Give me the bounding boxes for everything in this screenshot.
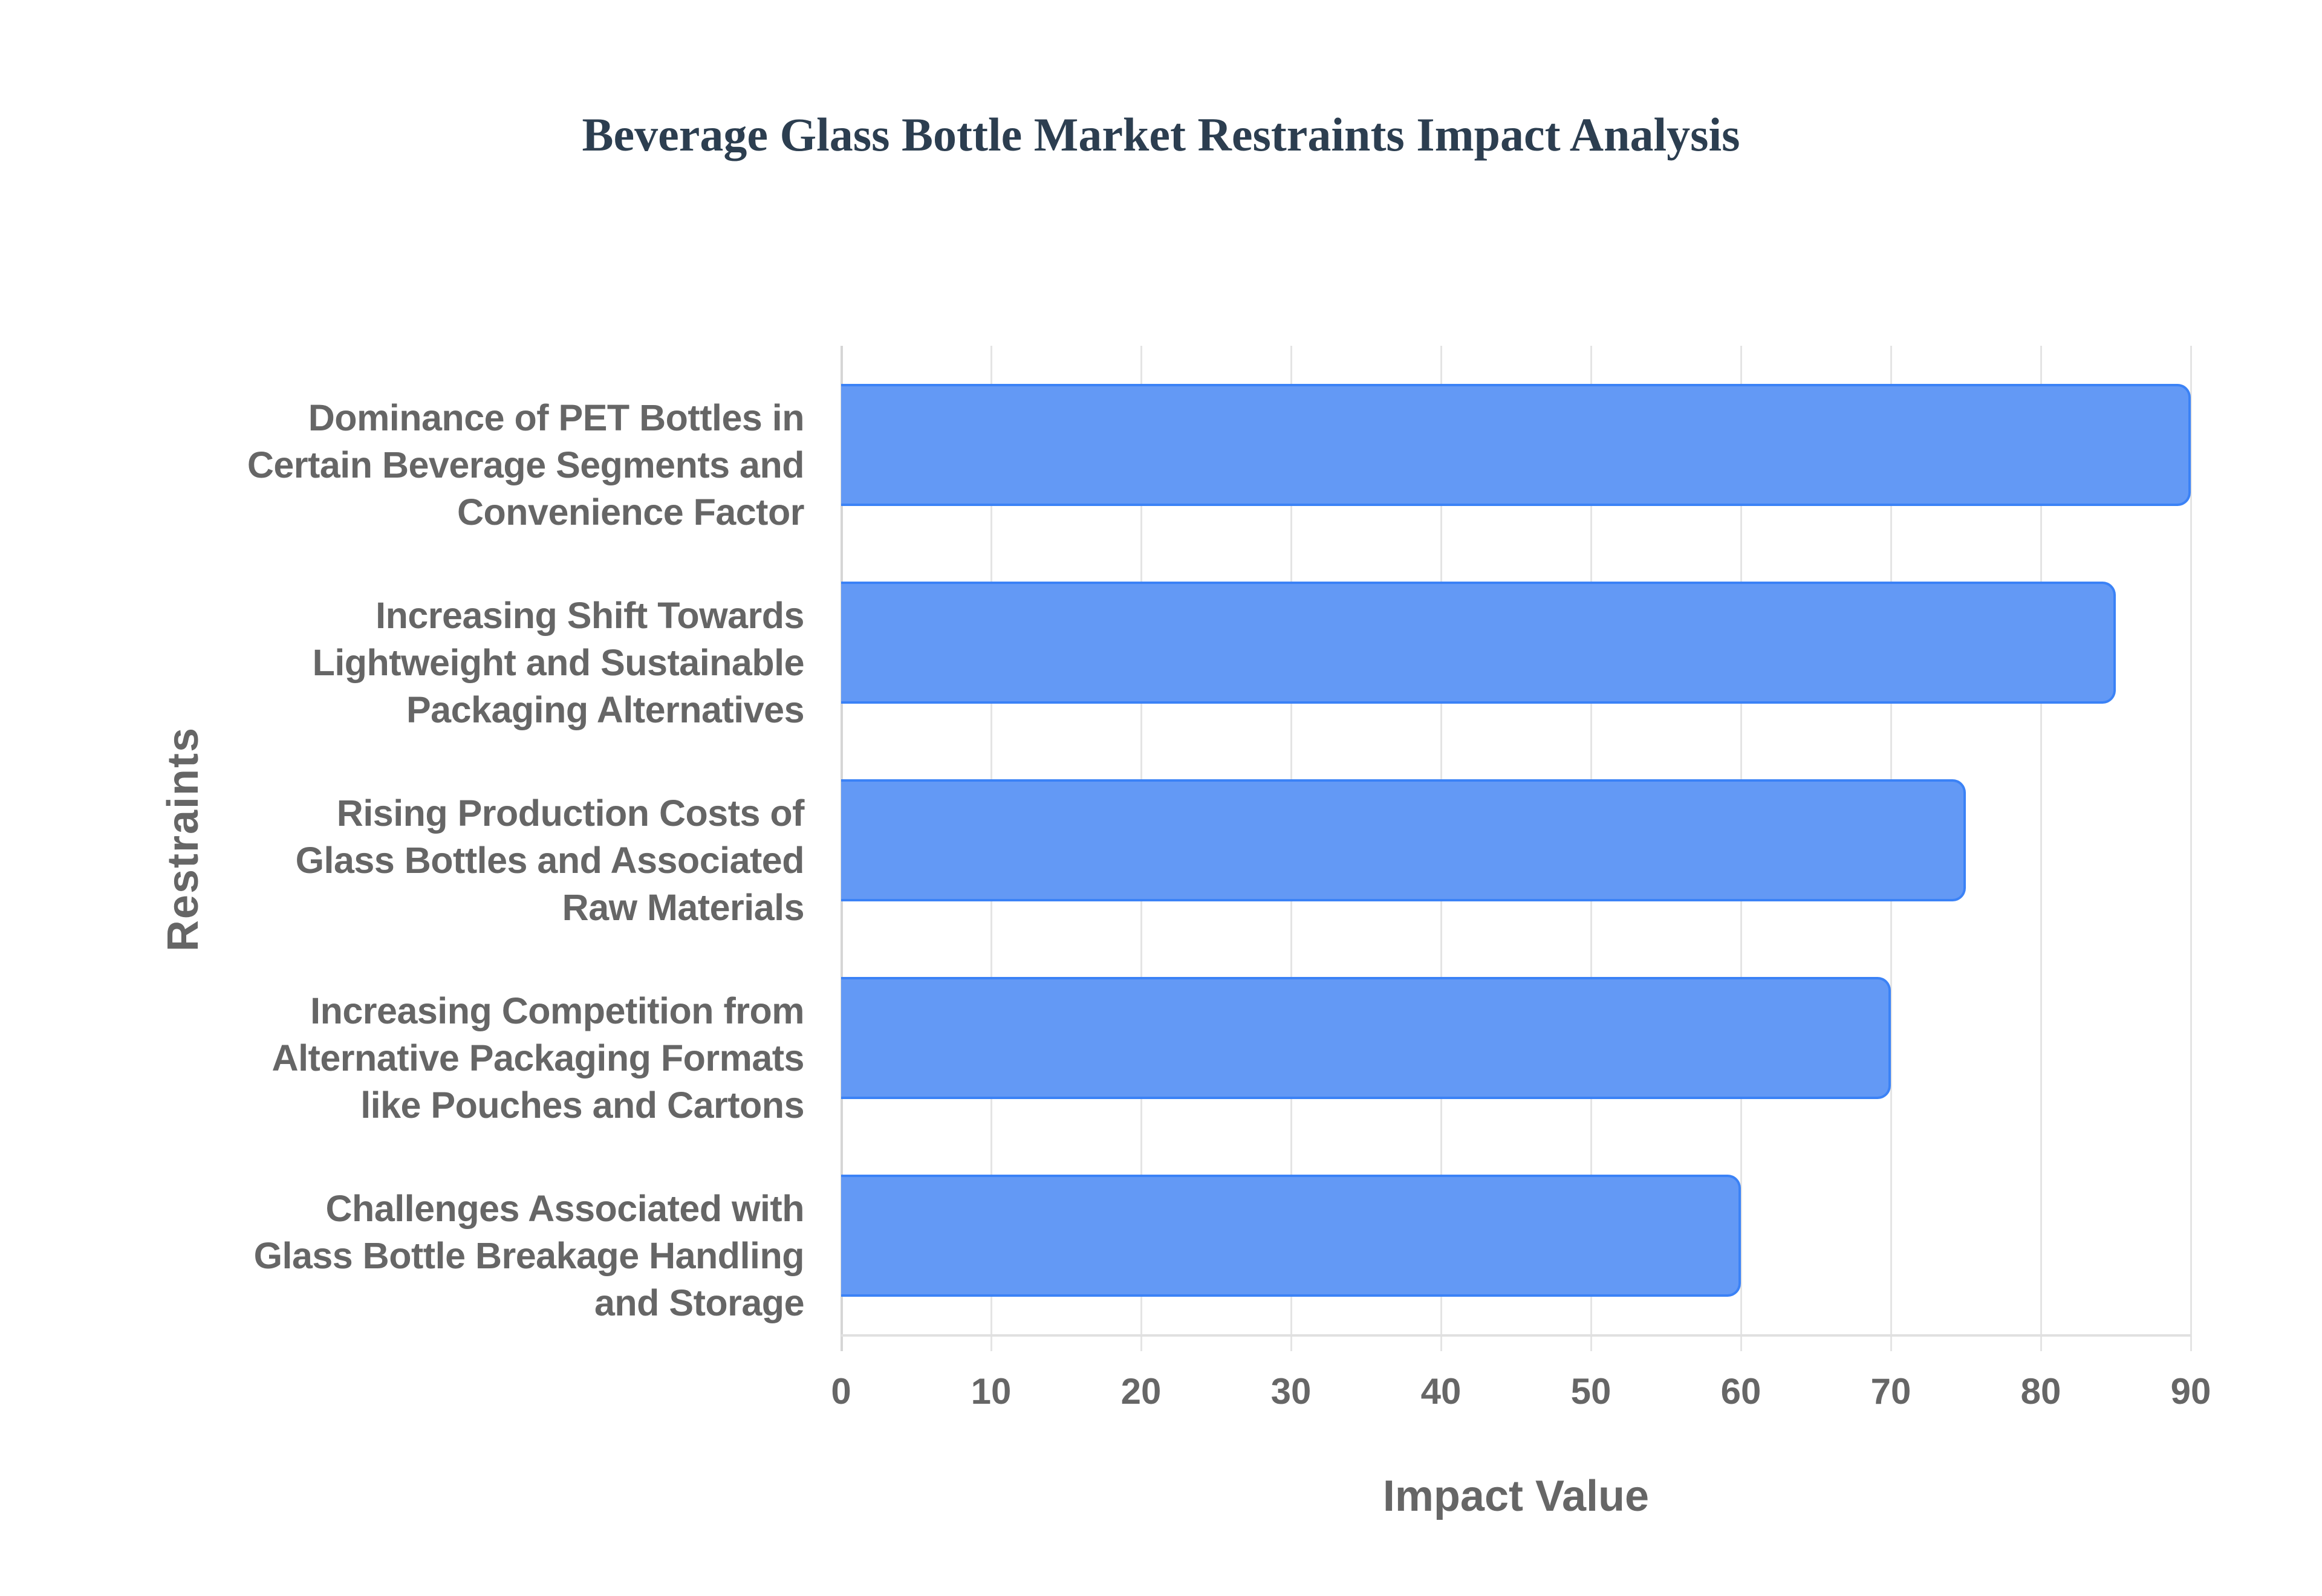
y-tick-label-line: Dominance of PET Bottles in [308, 397, 805, 438]
x-axis-title: Impact Value [1382, 1472, 1650, 1520]
y-tick-label-line: Convenience Factor [457, 491, 805, 533]
y-tick-label: Increasing Competition from Alternative … [200, 987, 805, 1129]
y-tick-label: Rising Production Costs of Glass Bottles… [200, 790, 805, 931]
y-tick-label-line: Packaging Alternatives [406, 689, 805, 730]
x-tick-label: 90 [2170, 1371, 2211, 1412]
chart-title: Beverage Glass Bottle Market Restraints … [582, 108, 1740, 161]
x-tick-label: 40 [1420, 1371, 1462, 1412]
gridline [2040, 346, 2042, 1351]
x-tick-label: 30 [1270, 1371, 1312, 1412]
y-tick-label: Dominance of PET Bottles in Certain Beve… [200, 394, 805, 536]
gridline [2190, 346, 2192, 1351]
y-tick-label-line: Lightweight and Sustainable [312, 642, 805, 683]
bar[interactable] [841, 976, 1891, 1099]
bar[interactable] [841, 383, 2191, 506]
y-tick-label-line: and Storage [594, 1282, 805, 1323]
x-tick-label: 60 [1720, 1371, 1761, 1412]
y-tick-label-line: Increasing Shift Towards [376, 595, 804, 636]
y-tick-label-line: Increasing Competition from [310, 990, 804, 1031]
plot-area [841, 346, 2192, 1351]
bar[interactable] [841, 581, 2116, 704]
y-tick-label-line: Glass Bottles and Associated [295, 840, 805, 881]
y-tick-label: Increasing Shift Towards Lightweight and… [200, 592, 805, 733]
y-tick-label-line: Certain Beverage Segments and [247, 444, 805, 485]
x-tick-label: 50 [1570, 1371, 1611, 1412]
x-tick-label: 70 [1870, 1371, 1911, 1412]
y-tick-label-line: like Pouches and Cartons [360, 1085, 804, 1126]
bar[interactable] [841, 1174, 1741, 1297]
y-tick-label-line: Challenges Associated with [325, 1188, 805, 1229]
x-tick-label: 20 [1120, 1371, 1162, 1412]
x-axis-line [841, 1334, 2191, 1337]
x-tick-label: 80 [2020, 1371, 2061, 1412]
bar[interactable] [841, 779, 1966, 901]
y-tick-label-line: Alternative Packaging Formats [272, 1037, 805, 1079]
x-tick-label: 0 [831, 1371, 851, 1412]
y-tick-label-line: Glass Bottle Breakage Handling [253, 1235, 805, 1276]
y-tick-label: Challenges Associated with Glass Bottle … [200, 1185, 805, 1326]
x-tick-label: 10 [971, 1371, 1012, 1412]
y-tick-label-line: Rising Production Costs of [336, 793, 805, 834]
y-tick-label-line: Raw Materials [562, 887, 805, 928]
